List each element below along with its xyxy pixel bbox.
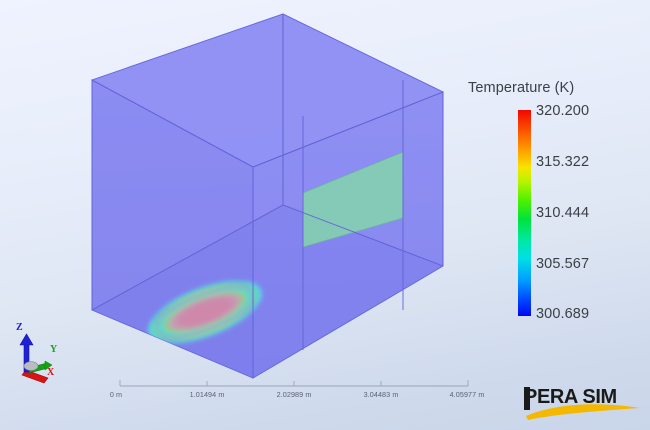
x-axis-arrow [21, 369, 49, 384]
legend-title: Temperature (K) [468, 80, 575, 96]
scale-ruler: 0 m 1.01494 m 2.02989 m 3.04483 m 4.0597… [109, 378, 484, 404]
ruler-label-3: 3.04483 m [363, 390, 399, 399]
axis-label-y: Y [50, 344, 58, 355]
legend-tick-1: 315.322 [536, 154, 590, 170]
z-axis-arrow [19, 333, 34, 373]
legend-tick-3: 305.567 [536, 256, 590, 272]
axis-origin-marker [23, 361, 39, 371]
ruler-label-2: 2.02989 m [276, 390, 312, 399]
logo-text: PERA SIM [524, 386, 617, 408]
ruler-label-4: 4.05977 m [449, 390, 485, 399]
axis-label-x: X [47, 367, 55, 378]
pera-sim-logo[interactable]: PERA SIM [524, 386, 644, 422]
model-edge-lines [91, 14, 444, 378]
axis-triad-widget[interactable]: Z Y X [4, 322, 66, 386]
legend-tick-2: 310.444 [536, 205, 590, 221]
axis-label-z: Z [16, 322, 23, 333]
logo-swoosh [526, 404, 640, 420]
legend-tick-4: 300.689 [536, 306, 590, 322]
scale-ruler-line [119, 380, 469, 387]
ruler-label-0: 0 m [109, 390, 123, 399]
legend-colorbar[interactable] [518, 110, 531, 316]
ruler-label-1: 1.01494 m [189, 390, 225, 399]
floor-heat-source-patch [146, 279, 264, 345]
temperature-legend: Temperature (K) 320.200 315.322 310.444 … [468, 80, 648, 330]
legend-tick-0: 320.200 [536, 103, 590, 119]
logo-bar-mark [524, 387, 530, 410]
